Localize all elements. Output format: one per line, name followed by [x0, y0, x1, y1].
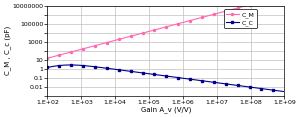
C_C — [187, 78, 190, 80]
C_C — [191, 79, 195, 80]
C_C — [246, 86, 250, 88]
Y-axis label: C_M , C_c (pF): C_M , C_c (pF) — [4, 26, 11, 75]
C_C — [283, 91, 286, 92]
C_M — [46, 57, 50, 59]
C_M — [260, 1, 264, 2]
Line: C_M: C_M — [46, 0, 285, 59]
X-axis label: Gain A_v (V/V): Gain A_v (V/V) — [141, 106, 191, 113]
C_M — [191, 19, 194, 21]
C_C — [188, 78, 191, 80]
C_C — [46, 67, 50, 68]
Line: C_C: C_C — [46, 64, 285, 93]
C_M — [46, 58, 49, 59]
C_C — [69, 64, 72, 66]
C_M — [245, 5, 249, 6]
C_C — [261, 88, 265, 90]
C_M — [186, 20, 190, 22]
C_C — [46, 67, 49, 68]
C_M — [187, 20, 190, 22]
Legend: C_M, C_C: C_M, C_C — [224, 9, 257, 28]
